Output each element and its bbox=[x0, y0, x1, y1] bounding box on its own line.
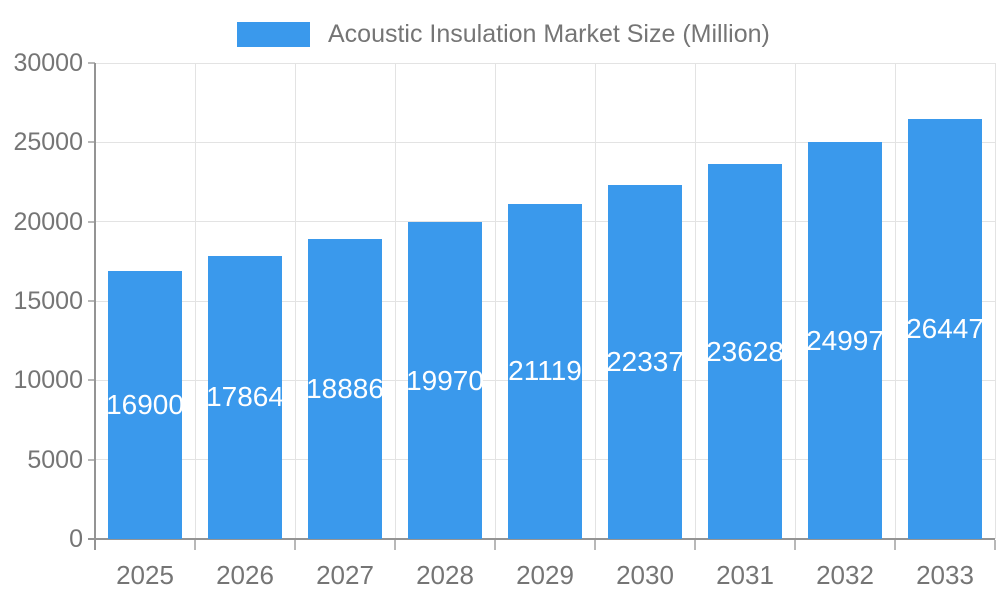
legend-color-swatch bbox=[237, 22, 310, 47]
x-axis-tick bbox=[594, 540, 596, 550]
y-axis-label: 30000 bbox=[13, 49, 83, 77]
bar-value-label: 21119 bbox=[508, 355, 582, 387]
x-axis-label: 2025 bbox=[116, 560, 174, 590]
y-axis-label: 10000 bbox=[13, 366, 83, 395]
gridline-vertical bbox=[694, 63, 696, 539]
y-axis-line bbox=[94, 63, 96, 550]
bar-value-label: 16900 bbox=[106, 388, 184, 420]
gridline-vertical bbox=[294, 63, 296, 539]
y-axis-label: 20000 bbox=[13, 207, 83, 236]
y-axis-tick bbox=[88, 141, 95, 144]
chart-legend[interactable]: Acoustic Insulation Market Size (Million… bbox=[237, 22, 770, 47]
x-axis-tick bbox=[894, 540, 896, 550]
legend-label: Acoustic Insulation Market Size (Million… bbox=[328, 20, 770, 48]
x-axis-label: 2032 bbox=[816, 560, 874, 590]
gridline-vertical bbox=[994, 63, 996, 539]
y-axis-label: 25000 bbox=[13, 128, 83, 157]
x-axis-label: 2027 bbox=[316, 560, 374, 590]
x-axis-label: 2028 bbox=[416, 560, 474, 590]
y-axis-tick bbox=[88, 300, 95, 302]
x-axis-tick bbox=[494, 540, 496, 550]
x-axis-label: 2033 bbox=[916, 560, 974, 590]
bar-2033[interactable] bbox=[908, 119, 982, 539]
bar-value-label: 22337 bbox=[606, 345, 684, 377]
x-axis-tick bbox=[994, 540, 996, 550]
gridline-vertical bbox=[394, 63, 396, 539]
bar-value-label: 23628 bbox=[706, 335, 784, 367]
y-axis-tick bbox=[88, 62, 95, 64]
x-axis-label: 2029 bbox=[516, 560, 574, 590]
x-axis-label: 2030 bbox=[616, 560, 674, 590]
bar-value-label: 24997 bbox=[806, 324, 884, 356]
x-axis-tick bbox=[394, 540, 396, 550]
y-axis-label: 5000 bbox=[27, 445, 83, 474]
bar-value-label: 19970 bbox=[406, 364, 484, 396]
bar-2032[interactable] bbox=[808, 142, 882, 539]
x-axis-line bbox=[88, 538, 995, 540]
bar-2025[interactable] bbox=[108, 270, 182, 539]
gridline-vertical bbox=[194, 63, 196, 539]
x-axis-label: 2026 bbox=[216, 560, 274, 590]
bar-2027[interactable] bbox=[308, 239, 382, 539]
bar-value-label: 18886 bbox=[306, 373, 384, 405]
x-axis-tick bbox=[194, 540, 196, 550]
gridline-horizontal bbox=[95, 141, 995, 143]
x-axis-label: 2031 bbox=[716, 560, 774, 590]
gridline-vertical bbox=[494, 63, 496, 539]
y-axis-label: 15000 bbox=[13, 287, 83, 315]
y-axis-tick bbox=[88, 458, 95, 461]
bar-value-label: 26447 bbox=[906, 313, 984, 345]
bar-2030[interactable] bbox=[608, 184, 682, 539]
bar-2026[interactable] bbox=[208, 255, 282, 539]
bar-value-label: 17864 bbox=[206, 381, 284, 413]
gridline-vertical bbox=[594, 63, 596, 539]
x-axis-tick bbox=[794, 540, 796, 550]
x-axis-tick bbox=[694, 540, 696, 550]
gridline-vertical bbox=[794, 63, 796, 539]
bar-2029[interactable] bbox=[508, 203, 582, 539]
bar-2028[interactable] bbox=[408, 222, 482, 539]
gridline-vertical bbox=[894, 63, 896, 539]
x-axis-tick bbox=[294, 540, 296, 550]
gridline-horizontal bbox=[95, 62, 995, 64]
y-axis-label: 0 bbox=[69, 525, 83, 553]
bar-2031[interactable] bbox=[708, 164, 782, 539]
y-axis-tick bbox=[88, 379, 95, 382]
y-axis-tick bbox=[88, 220, 95, 223]
